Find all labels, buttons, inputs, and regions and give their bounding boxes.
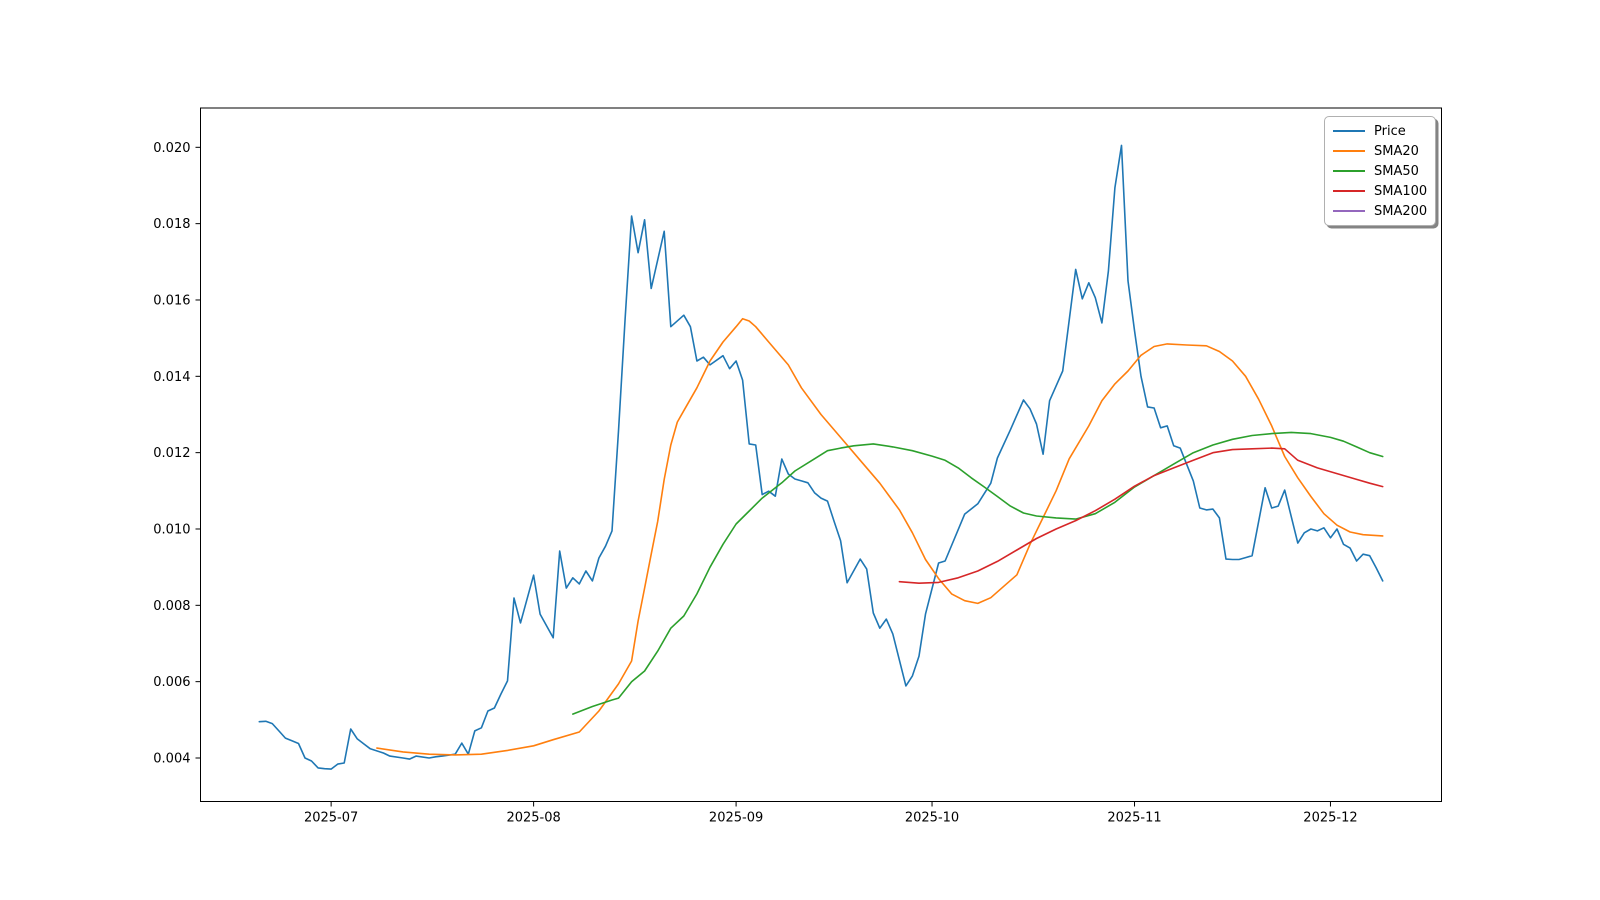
x-tick-label: 2025-12 bbox=[1303, 810, 1357, 825]
series-line-sma20 bbox=[376, 317, 1384, 756]
x-tick-label: 2025-11 bbox=[1107, 810, 1161, 825]
y-tick-label: 0.006 bbox=[153, 675, 190, 690]
y-tick-label: 0.012 bbox=[153, 446, 190, 461]
series-line-sma100 bbox=[898, 447, 1384, 585]
y-tick-label: 0.016 bbox=[153, 293, 190, 308]
x-tick-label: 2025-08 bbox=[506, 810, 560, 825]
sma200-line-sample bbox=[1333, 210, 1365, 212]
sma20-line-sample bbox=[1333, 150, 1365, 152]
legend-label: SMA50 bbox=[1374, 163, 1419, 179]
series-line-price bbox=[258, 144, 1384, 770]
legend-label: Price bbox=[1374, 123, 1406, 139]
legend-label: SMA100 bbox=[1374, 183, 1428, 199]
legend-entry-sma200: SMA200 bbox=[1333, 201, 1427, 221]
legend-label: SMA20 bbox=[1374, 143, 1419, 159]
y-tick-label: 0.020 bbox=[153, 141, 190, 156]
sma50-line-sample bbox=[1333, 170, 1365, 172]
series-line-sma50 bbox=[571, 431, 1384, 715]
sma100-line-sample bbox=[1333, 190, 1365, 192]
y-tick-label: 0.010 bbox=[153, 522, 190, 537]
y-tick-label: 0.008 bbox=[153, 599, 190, 614]
x-tick-label: 2025-07 bbox=[304, 810, 358, 825]
legend-entry-sma100: SMA100 bbox=[1333, 181, 1427, 201]
x-tick-label: 2025-10 bbox=[905, 810, 959, 825]
axes-frame bbox=[200, 107, 1442, 802]
price-line-sample bbox=[1333, 130, 1365, 132]
y-tick-label: 0.018 bbox=[153, 217, 190, 232]
legend-label: SMA200 bbox=[1374, 203, 1428, 219]
legend-entry-price: Price bbox=[1333, 121, 1427, 141]
y-tick-label: 0.014 bbox=[153, 370, 190, 385]
legend-entry-sma20: SMA20 bbox=[1333, 141, 1427, 161]
y-tick-label: 0.004 bbox=[153, 751, 190, 766]
x-tick-label: 2025-09 bbox=[709, 810, 763, 825]
legend-entry-sma50: SMA50 bbox=[1333, 161, 1427, 181]
legend: Price SMA20 SMA50 SMA100 SMA200 bbox=[1324, 116, 1436, 226]
